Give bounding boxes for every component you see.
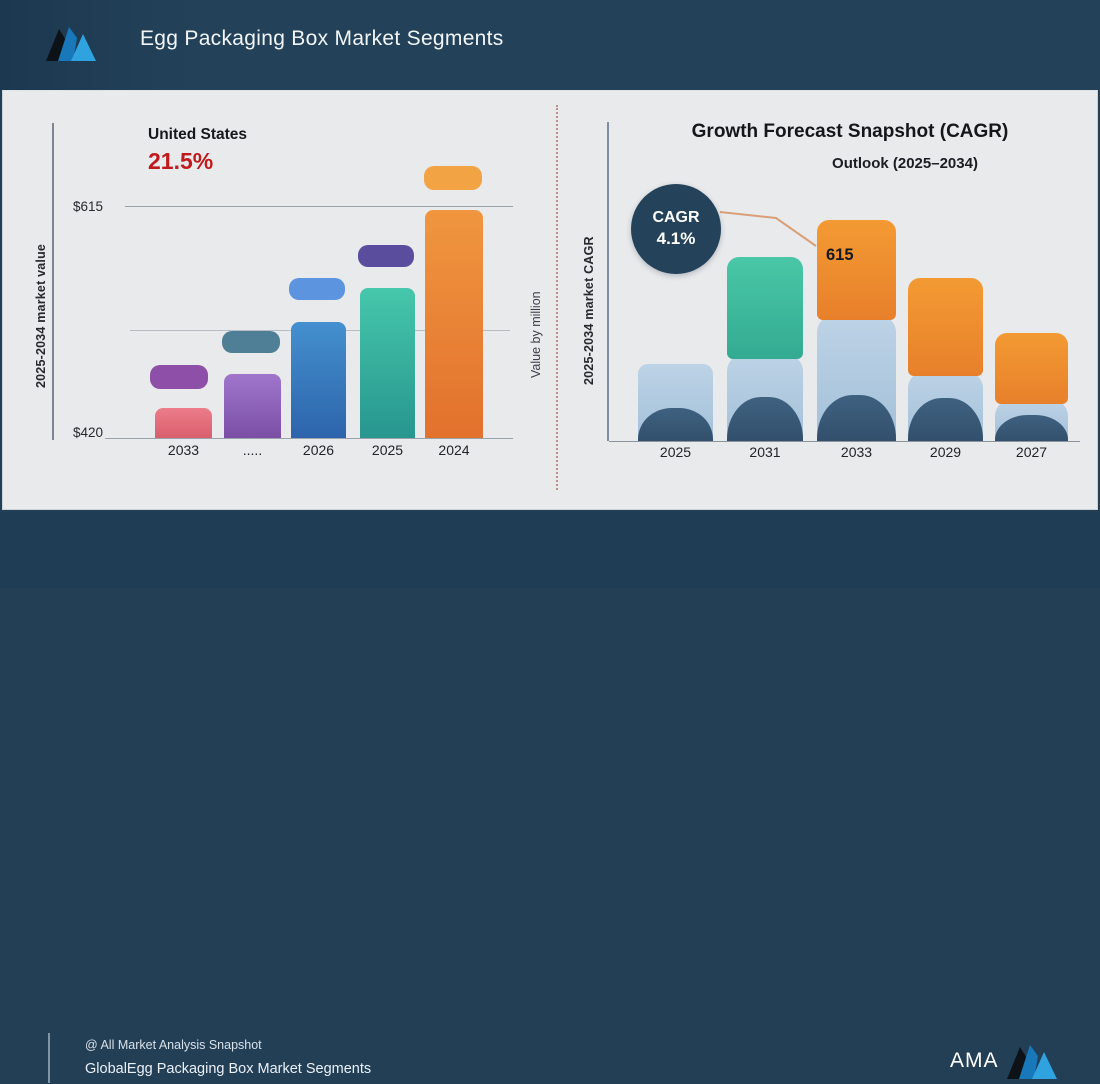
bar-2025 [360,288,415,438]
right-chart-title: Growth Forecast Snapshot (CAGR) [691,121,1009,142]
x-label-2026: 2026 [302,442,335,458]
page-title: Egg Packaging Box Market Segments [140,27,504,50]
left-y-axis-label: 2025-2034 market value [34,243,48,388]
y-tick-420: $420 [72,425,103,440]
right-y-axis [607,122,609,441]
x-label-2033: 2033 [167,442,200,458]
x-label-.....: ..... [242,442,263,458]
bar-top-2031 [727,257,803,359]
x-label-2031: 2031 [749,444,781,460]
footer-brand-text: AMA [950,1049,999,1072]
right-y-axis-label: 2025-2034 market CAGR [582,236,596,385]
x-label-2025: 2025 [371,442,404,458]
right-chart-subtitle: Outlook (2025–2034) [832,155,978,172]
footer-ama-logo-icon [1007,1045,1057,1079]
x-label-2027: 2027 [1015,444,1048,460]
x-label-2025: 2025 [659,444,692,460]
x-label-2033: 2033 [840,444,873,460]
x-label-2024: 2024 [438,442,470,458]
bar-2026 [291,322,346,438]
gridline-615 [125,206,513,207]
cagr-badge-value: 4.1% [656,229,696,249]
header-bar: Egg Packaging Box Market Segments [0,0,1100,90]
bar-..... [224,374,281,438]
bar-top-2029 [908,278,983,376]
bar-2024 [425,210,483,438]
left-chart-title: United States [148,126,248,143]
bar-top-2033 [817,220,896,320]
bar-cap-2025 [358,245,414,267]
left-chart-highlight: 21.5% [148,148,214,174]
bar-cap-2024 [424,166,482,190]
footer-title-text: GlobalEgg Packaging Box Market Segments [85,1061,372,1077]
bar-cap-2033 [150,365,208,389]
bar-top-2027 [995,333,1068,404]
footer-snapshot-text: @ All Market Analysis Snapshot [85,1038,262,1052]
value-by-million-label: Value by million [529,291,543,378]
ama-logo-icon [46,27,96,61]
right-x-axis [609,441,1080,442]
footer-bar: @ All Market Analysis Snapshot GlobalEgg… [0,512,1100,1083]
left-y-axis [52,123,54,440]
panel-divider [556,105,558,490]
data-label-615: 615 [826,246,854,264]
bar-2033 [155,408,212,438]
left-x-axis [105,438,513,439]
bar-cap-2026 [289,278,345,300]
cagr-badge-label: CAGR [652,209,700,227]
x-label-2029: 2029 [929,444,962,460]
y-tick-615: $615 [72,199,103,214]
footer-divider [48,1033,50,1083]
bar-cap-..... [222,331,280,353]
cagr-badge: CAGR 4.1% [631,184,721,274]
